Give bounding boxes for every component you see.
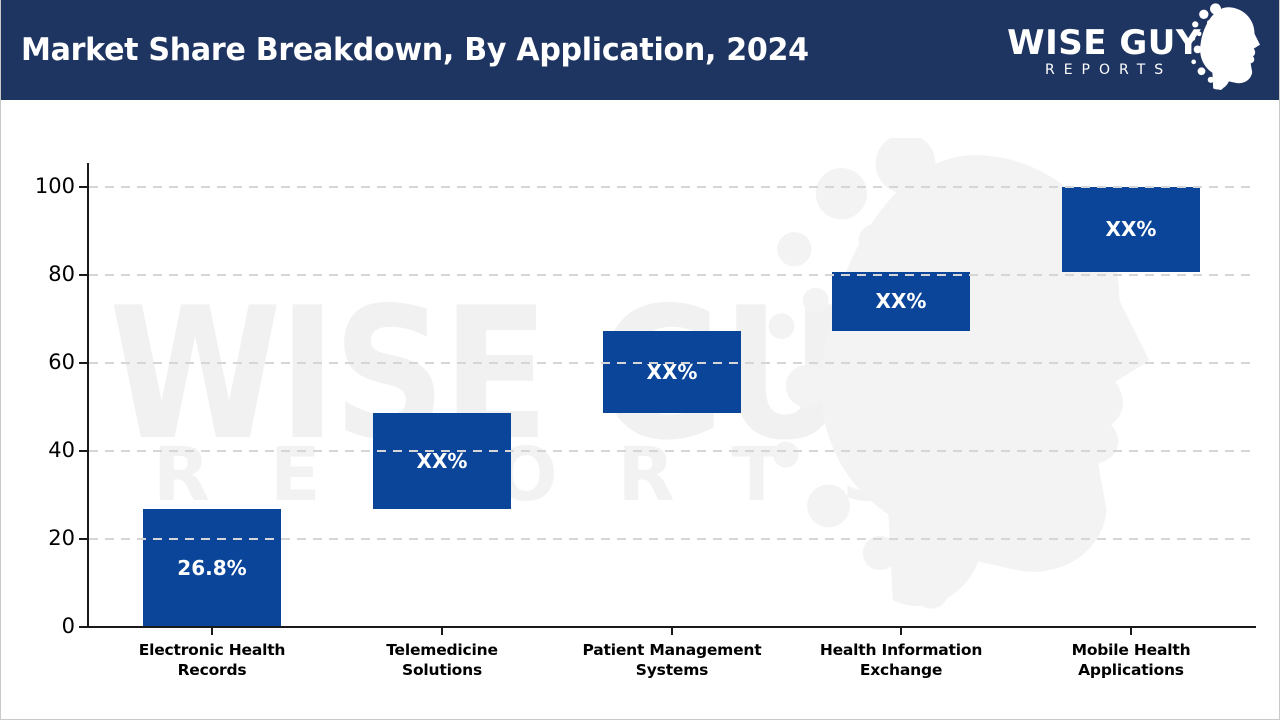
x-category-line: Health Information	[819, 641, 983, 659]
x-axis-line	[87, 626, 1256, 628]
bar-value-label: XX%	[416, 449, 468, 474]
logo-sub-text: REPORTS	[1044, 61, 1173, 78]
x-tick-mark	[900, 628, 902, 635]
x-category-label: Patient Management Systems	[552, 640, 792, 680]
bar: XX%	[1062, 187, 1200, 272]
x-tick-mark	[671, 628, 673, 635]
y-tick-label: 100	[34, 174, 75, 198]
x-category-line: Telemedicine	[386, 641, 498, 659]
x-category-label: Electronic Health Records	[92, 640, 332, 680]
y-tick-mark	[79, 362, 87, 364]
y-axis-line	[87, 163, 89, 628]
x-category-line: Records	[177, 661, 247, 679]
gridline	[89, 450, 1256, 452]
bar-value-label: XX%	[1105, 217, 1157, 242]
bar-value-label: 26.8%	[177, 556, 247, 581]
gridline	[89, 538, 1256, 540]
y-tick-label: 40	[48, 438, 75, 462]
x-category-line: Solutions	[402, 661, 482, 679]
y-tick-label: 20	[48, 526, 75, 550]
page-title: Market Share Breakdown, By Application, …	[21, 32, 809, 68]
logo-brand-text: WISE GUY	[1007, 22, 1201, 63]
bar: XX%	[373, 413, 511, 510]
x-tick-mark	[441, 628, 443, 635]
bar-value-label: XX%	[875, 289, 927, 314]
y-tick-mark	[79, 626, 87, 628]
bar: 26.8%	[143, 509, 281, 627]
wiseguy-logo-text: WISE GUY REPORTS	[1007, 25, 1201, 78]
y-tick-mark	[79, 538, 87, 540]
wiseguy-logo: WISE GUY REPORTS	[1007, 3, 1267, 95]
bar: XX%	[832, 271, 970, 331]
x-category-line: Electronic Health	[138, 641, 286, 659]
bar: XX%	[603, 330, 741, 414]
y-tick-label: 80	[48, 262, 75, 286]
gridline	[89, 186, 1256, 188]
gridline	[89, 362, 1256, 364]
x-category-line: Applications	[1078, 661, 1184, 679]
x-tick-mark	[1130, 628, 1132, 635]
x-category-line: Mobile Health	[1071, 641, 1191, 659]
header-bar: Market Share Breakdown, By Application, …	[1, 0, 1279, 100]
y-tick-label: 60	[48, 350, 75, 374]
x-category-label: Mobile Health Applications	[1011, 640, 1251, 680]
x-category-label: Telemedicine Solutions	[322, 640, 562, 680]
gridline	[89, 274, 1256, 276]
bar-value-label: XX%	[646, 360, 698, 384]
y-tick-mark	[79, 450, 87, 452]
x-tick-mark	[211, 628, 213, 635]
y-tick-mark	[79, 186, 87, 188]
x-category-line: Exchange	[859, 661, 943, 679]
x-category-label: Health Information Exchange	[781, 640, 1021, 680]
y-tick-mark	[79, 274, 87, 276]
x-category-line: Patient Management	[582, 641, 762, 659]
x-category-line: Systems	[635, 661, 709, 679]
y-tick-label: 0	[61, 614, 75, 638]
wiseguy-head-icon	[1190, 3, 1260, 90]
